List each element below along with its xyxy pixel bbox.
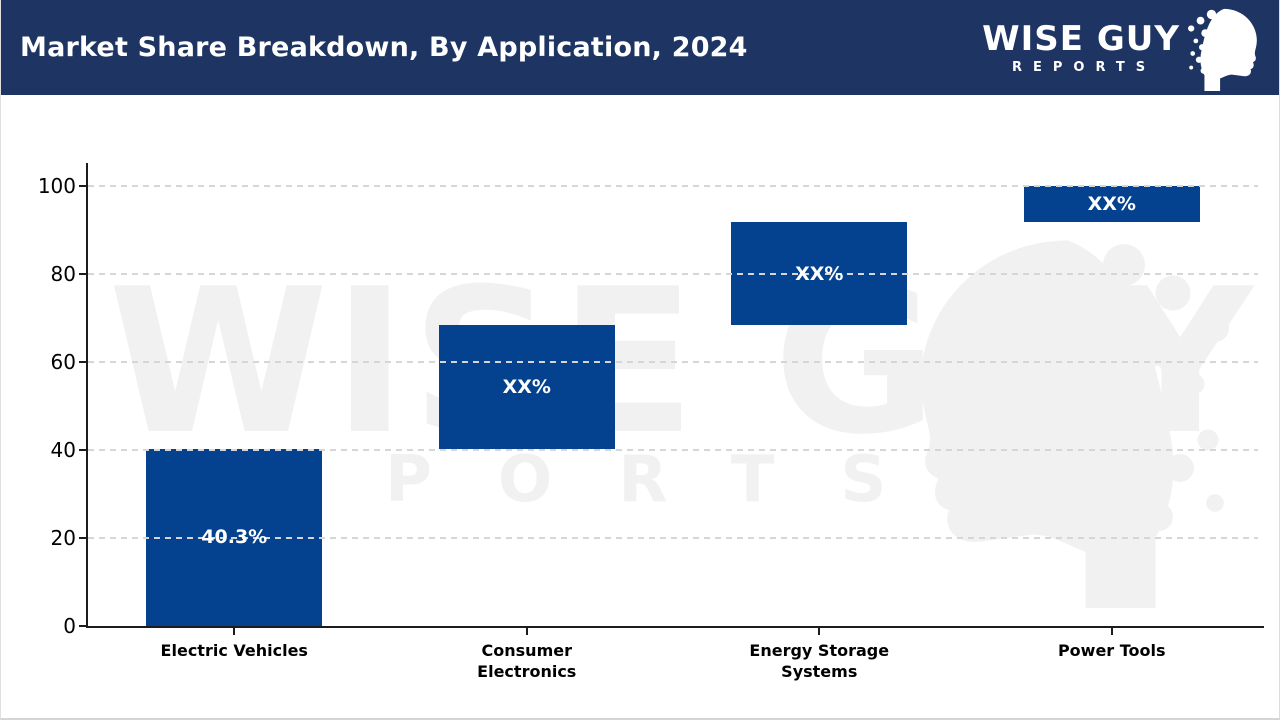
bar-value-label-0: 40.3% — [201, 526, 268, 549]
logo-text: WISE GUY REPORTS — [982, 22, 1180, 74]
x-tick-1 — [525, 628, 528, 635]
y-tick-label-40: 40 — [50, 438, 76, 462]
page-title: Market Share Breakdown, By Application, … — [20, 32, 748, 63]
y-tick-label-0: 0 — [63, 614, 76, 638]
dotted-head-profile-icon — [1188, 8, 1257, 91]
chart-canvas: WISE GUY REPORTS 0 20 40 60 80 100 40.3% Electr… — [0, 95, 1280, 720]
gridline-100 — [88, 185, 1258, 187]
y-tick-label-60: 60 — [50, 350, 76, 374]
x-tick-3 — [1110, 628, 1113, 635]
y-tick-80 — [79, 273, 87, 275]
bar-value-label-2: XX% — [795, 262, 844, 285]
bar-value-label-1: XX% — [502, 375, 551, 398]
bar-3 — [1023, 186, 1200, 223]
gridline-40 — [88, 449, 1258, 451]
y-tick-label-80: 80 — [50, 262, 76, 286]
y-tick-100 — [79, 185, 87, 187]
x-category-label-3: Power Tools — [1057, 641, 1166, 660]
y-tick-label-100: 100 — [37, 174, 76, 198]
gridline-20 — [88, 537, 1258, 539]
watermark-dotted-head-icon — [921, 240, 1229, 608]
y-tick-60 — [79, 361, 87, 363]
logo-name: WISE GUY — [982, 19, 1180, 59]
y-tick-40 — [79, 449, 87, 451]
wise-guy-reports-logo: WISE GUY REPORTS — [982, 4, 1266, 92]
x-tick-0 — [233, 628, 236, 635]
x-category-label-1: Consumer Electronics — [477, 641, 577, 681]
y-tick-label-20: 20 — [50, 526, 76, 550]
x-tick-2 — [818, 628, 821, 635]
y-tick-0 — [79, 625, 87, 627]
header-banner: Market Share Breakdown, By Application, … — [0, 0, 1280, 95]
x-axis-line — [86, 626, 1264, 628]
y-axis-line — [86, 163, 88, 628]
bar-1 — [438, 325, 615, 449]
x-category-label-2: Energy Storage Systems — [749, 641, 890, 681]
gridline-60 — [88, 361, 1258, 363]
y-tick-20 — [79, 537, 87, 539]
gridline-80 — [88, 273, 1258, 275]
x-category-label-0: Electric Vehicles — [160, 641, 308, 660]
bar-value-label-3: XX% — [1087, 193, 1136, 216]
logo-subtitle: REPORTS — [1012, 60, 1157, 75]
